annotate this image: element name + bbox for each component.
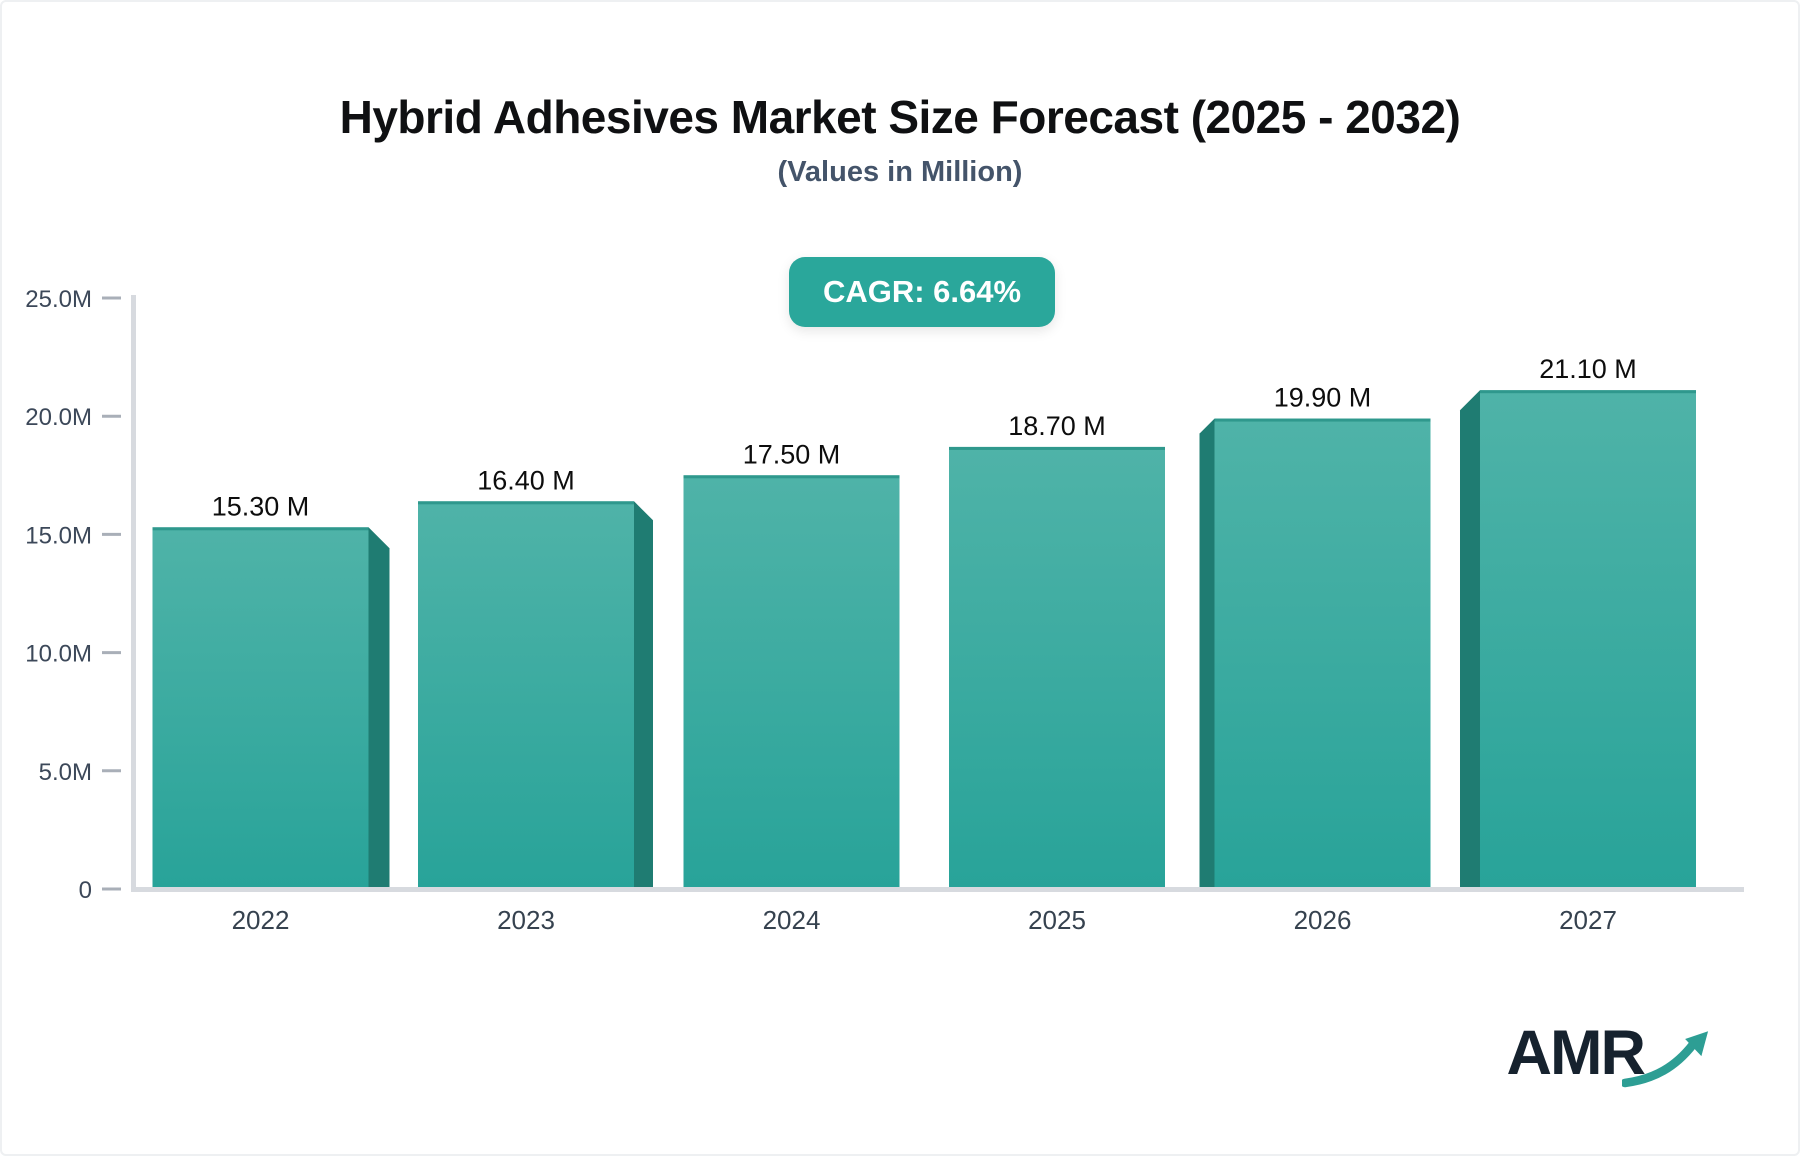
amr-logo-text: AMR: [1506, 1018, 1646, 1088]
y-tick-label: 25.0M: [25, 286, 92, 313]
bar-2022-side: [368, 527, 390, 889]
y-tick-label: 10.0M: [25, 641, 92, 668]
bar-2023-side: [634, 501, 653, 889]
y-tick-label: 0: [79, 877, 92, 904]
bar-2025-top-edge: [949, 446, 1165, 450]
logo-arrow-icon: [1622, 1031, 1709, 1088]
bar-2026-value-label: 19.90 M: [1274, 383, 1372, 413]
chart-header: Hybrid Adhesives Market Size Forecast (2…: [2, 90, 1798, 189]
bar-2024-value-label: 17.50 M: [743, 439, 841, 469]
bar-2024: [683, 475, 900, 889]
bar-2027-top-edge: [1480, 390, 1696, 394]
bar-2027-value-label: 21.10 M: [1539, 354, 1637, 384]
x-axis-label-2026: 2026: [1294, 905, 1352, 935]
bar-2026-top-edge: [1214, 418, 1431, 422]
x-axis-label-2027: 2027: [1559, 905, 1617, 935]
y-tick-label: 20.0M: [25, 404, 92, 431]
bar-2026-side: [1199, 418, 1215, 889]
bar-2023-top-edge: [418, 501, 634, 505]
y-tick-label: 15.0M: [25, 522, 92, 549]
bar-2027-side: [1460, 390, 1480, 889]
chart-subtitle: (Values in Million): [777, 156, 1023, 188]
bar-2022-top-edge: [152, 527, 369, 531]
bar-2023: [418, 501, 634, 889]
x-axis-label-2024: 2024: [763, 905, 821, 935]
bar-2025: [949, 446, 1165, 889]
bar-2027: [1480, 390, 1696, 889]
amr-logo: AMR: [1506, 1018, 1710, 1088]
bar-2022: [152, 527, 369, 889]
x-axis-label-2022: 2022: [232, 905, 290, 935]
bar-2025-value-label: 18.70 M: [1008, 411, 1106, 441]
bar-2022-value-label: 15.30 M: [212, 491, 310, 521]
y-tick-label: 5.0M: [39, 759, 92, 786]
bar-2026: [1214, 418, 1431, 889]
chart-title: Hybrid Adhesives Market Size Forecast (2…: [339, 91, 1461, 143]
x-axis-label-2023: 2023: [497, 905, 555, 935]
bar-2024-top-edge: [683, 475, 900, 479]
cagr-badge: CAGR: 6.64%: [789, 257, 1055, 327]
bar-2023-value-label: 16.40 M: [477, 465, 575, 495]
x-axis-label-2025: 2025: [1028, 905, 1086, 935]
